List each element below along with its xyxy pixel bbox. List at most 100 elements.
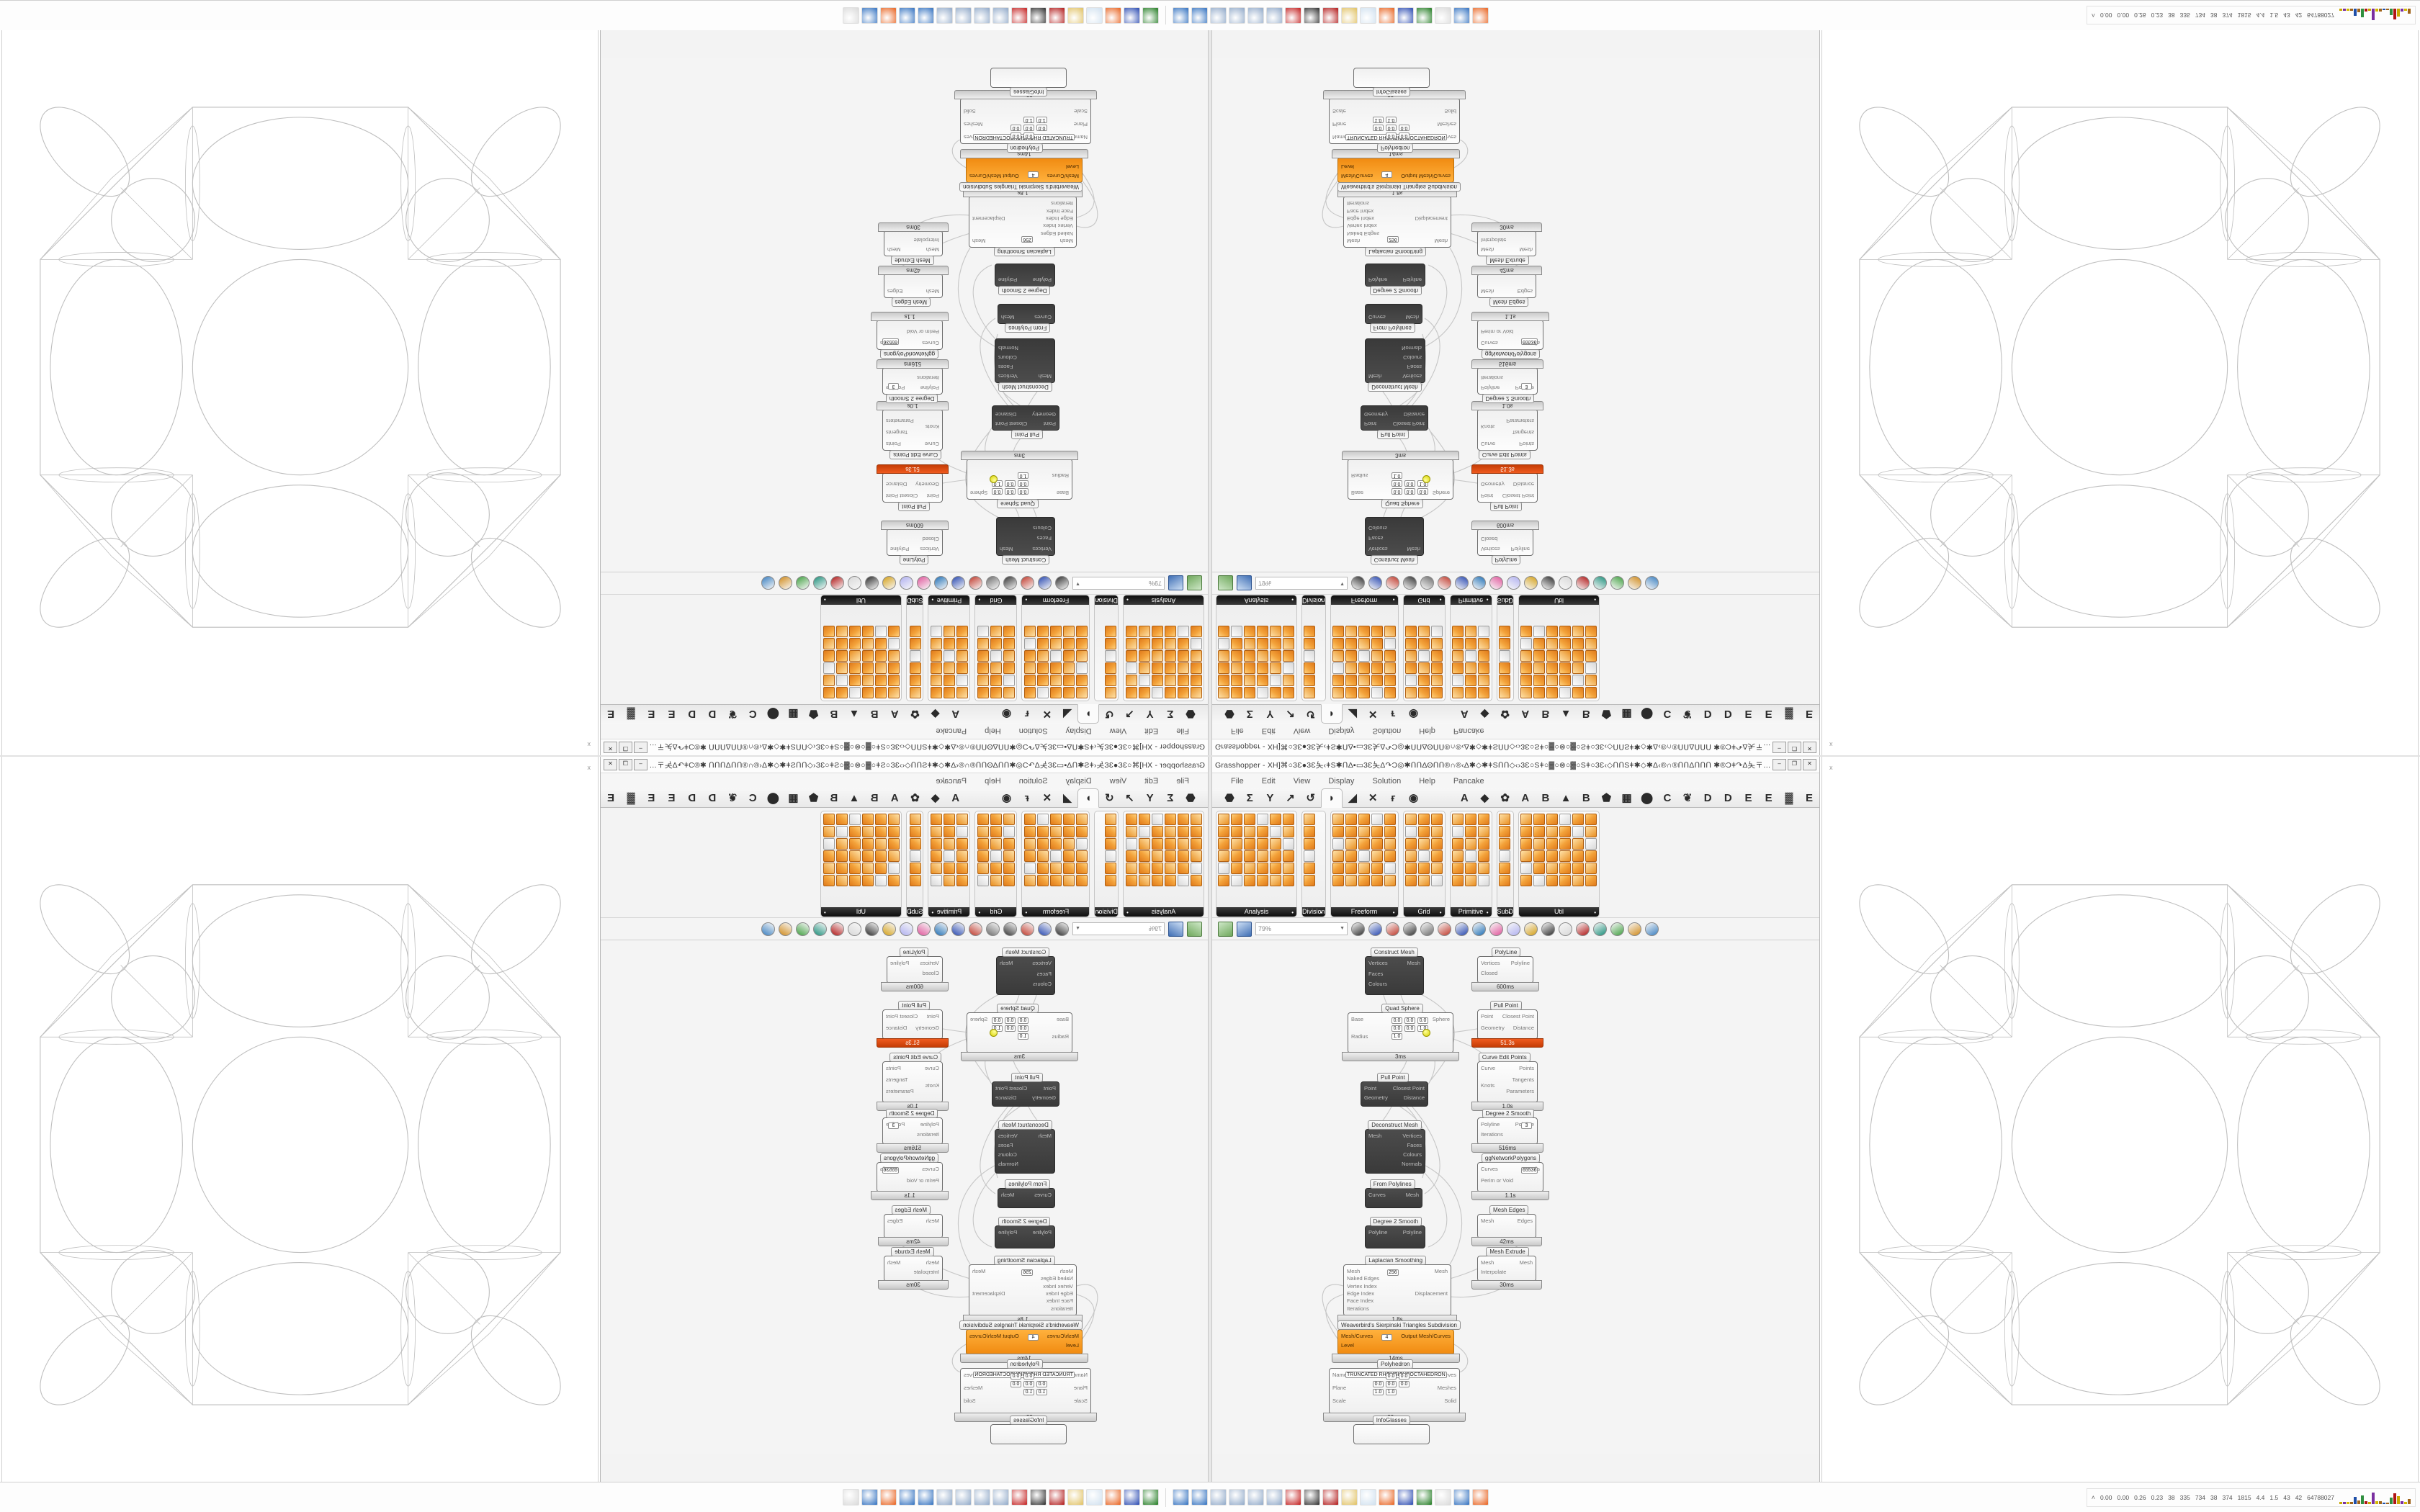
close-button[interactable]: ✕ <box>1803 759 1816 770</box>
ribbon-addon-b1-tab[interactable]: B <box>1541 791 1550 804</box>
ribbon-addon-c-tab[interactable]: C <box>748 708 757 721</box>
input-port-vertices[interactable]: Vertices <box>920 960 939 966</box>
output-port-closest-point[interactable]: Closest Point <box>995 420 1028 427</box>
node-caption[interactable]: Weaverbird's Sierpinski Triangles Subdiv… <box>1337 182 1461 192</box>
output-port-solid[interactable]: Solid <box>964 1398 976 1404</box>
node-caption[interactable]: Polyhedron <box>1377 1359 1414 1369</box>
definition-canvas[interactable]: Construct Mesh Vertices Faces Colours Mesh Po… <box>601 940 1208 1454</box>
palette-expand-icon[interactable]: • <box>1392 596 1395 603</box>
ribbon-display-tab[interactable]: ◉ <box>1408 708 1419 720</box>
component-icon[interactable] <box>1050 826 1062 837</box>
component-icon[interactable] <box>1451 687 1464 698</box>
input-port-point[interactable]: Point <box>1364 420 1377 427</box>
component-icon[interactable] <box>1178 863 1189 874</box>
component-icon[interactable] <box>1152 838 1163 850</box>
close-button[interactable]: ✕ <box>1803 742 1816 753</box>
component-icon[interactable] <box>944 662 956 674</box>
gh-component[interactable]: Vertices Faces Colours Mesh <box>1365 517 1424 556</box>
taskbar-inkscape-icon[interactable] <box>1322 1489 1339 1506</box>
ribbon-addon-hatch-tab[interactable]: ▓ <box>627 791 635 804</box>
palette-expand-icon[interactable]: • <box>1508 909 1511 916</box>
component-icon[interactable] <box>931 826 943 837</box>
component-icon[interactable] <box>977 687 990 698</box>
output-port-edges[interactable]: Edges <box>1517 288 1533 294</box>
component-icon[interactable] <box>1231 650 1242 662</box>
component-icon[interactable] <box>910 638 922 649</box>
palette-expand-icon[interactable]: • <box>823 596 826 603</box>
input-port-level[interactable]: Level <box>1341 1342 1354 1349</box>
toolbar-prev-teal-icon[interactable] <box>1593 922 1607 936</box>
output-port-parameters[interactable]: Parameters <box>886 418 914 424</box>
toolbar-balloon-icon[interactable] <box>900 576 913 590</box>
input-port-vertex-index[interactable]: Vertex Index <box>1347 1282 1377 1290</box>
component-icon[interactable] <box>990 863 1003 874</box>
component-icon[interactable] <box>1430 814 1443 825</box>
component-icon[interactable] <box>874 662 887 674</box>
component-icon[interactable] <box>1063 626 1075 637</box>
taskbar-vlc-icon[interactable] <box>1049 7 1065 24</box>
component-icon[interactable] <box>1533 863 1546 874</box>
component-icon[interactable] <box>956 875 969 886</box>
palette-expand-icon[interactable]: • <box>1098 909 1101 916</box>
node-caption[interactable]: Curve Edit Points <box>889 1053 942 1062</box>
ribbon-addon-c-tab[interactable]: C <box>1663 791 1672 804</box>
node-caption[interactable]: Laplacian Smoothing <box>993 1256 1055 1265</box>
maximize-button[interactable]: ❐ <box>1788 759 1801 770</box>
component-icon[interactable] <box>1371 626 1383 637</box>
component-icon[interactable] <box>1126 838 1137 850</box>
input-port-faces[interactable]: Faces <box>1368 535 1384 542</box>
input-port-face-index[interactable]: Face Index <box>1347 207 1374 215</box>
output-port-vertices[interactable]: Vertices <box>1402 373 1422 379</box>
gh-component[interactable]: Mesh Naked Edges Vertex Index Edge Index Fac… <box>1343 196 1451 248</box>
toolbar-prev-green-icon[interactable] <box>1610 922 1624 936</box>
component-icon[interactable] <box>1191 650 1202 662</box>
input-port-name[interactable]: Name <box>1332 1372 1348 1378</box>
component-icon[interactable] <box>1076 875 1088 886</box>
gh-component[interactable]: Point Geometry Closest Point Distance <box>1477 1009 1538 1040</box>
toolbar-fit-icon[interactable] <box>1055 922 1069 936</box>
close-button[interactable]: ✕ <box>604 759 617 770</box>
component-icon[interactable] <box>1152 814 1163 825</box>
output-port-vertices[interactable]: Vertices <box>998 373 1018 379</box>
taskbar-inkscape-icon[interactable] <box>1030 7 1047 24</box>
input-port-curve[interactable]: Curve <box>924 441 939 447</box>
component-icon[interactable] <box>1345 638 1357 649</box>
node-caption[interactable]: Pull Point <box>1490 1001 1522 1010</box>
ribbon-addon-a2-tab[interactable]: A <box>890 708 899 721</box>
taskbar-blender-icon[interactable] <box>918 7 934 24</box>
input-port-faces[interactable]: Faces <box>1368 970 1384 977</box>
input-port-face-index[interactable]: Face Index <box>1046 207 1073 215</box>
ribbon-params-tab[interactable]: ⬣ <box>1224 708 1234 720</box>
node-value-field[interactable]: 0.0 <box>1404 480 1415 487</box>
component-icon[interactable] <box>990 687 1003 698</box>
ribbon-curve-tab[interactable]: ↺ <box>1306 708 1315 720</box>
toolbar-shade-red-icon[interactable] <box>1576 576 1590 590</box>
component-icon[interactable] <box>1270 675 1281 686</box>
component-icon[interactable] <box>910 662 922 674</box>
taskbar-save-icon[interactable] <box>1416 7 1433 24</box>
ribbon-addon-mountain-tab[interactable]: ▲ <box>1560 791 1572 804</box>
taskbar-calculator-icon[interactable] <box>1379 1489 1395 1506</box>
input-port-colours[interactable]: Colours <box>1368 524 1387 531</box>
component-icon[interactable] <box>1533 626 1546 637</box>
component-icon[interactable] <box>1126 650 1137 662</box>
component-icon[interactable] <box>1152 650 1163 662</box>
node-caption[interactable]: Construct Mesh <box>1002 948 1050 957</box>
palette-expand-icon[interactable]: • <box>1486 596 1489 603</box>
gh-component[interactable] <box>1353 1424 1430 1444</box>
component-icon[interactable] <box>1244 850 1255 862</box>
component-icon[interactable] <box>1477 650 1489 662</box>
node-caption[interactable]: Curve Edit Points <box>1478 450 1531 459</box>
input-port-radius[interactable]: Radius <box>1052 472 1069 480</box>
component-icon[interactable] <box>1332 650 1344 662</box>
node-value-field[interactable]: 0.0 <box>1404 1025 1415 1032</box>
ribbon-intersect-tab[interactable]: ✕ <box>1042 708 1052 720</box>
component-icon[interactable] <box>1430 838 1443 850</box>
component-icon[interactable] <box>910 875 922 886</box>
component-icon[interactable] <box>1498 687 1510 698</box>
node-value-field[interactable]: 1.0 <box>1018 472 1028 479</box>
toolbar-record-icon[interactable] <box>986 922 1000 936</box>
input-port-vertex-index[interactable]: Vertex Index <box>1043 222 1073 230</box>
output-port-points[interactable]: Points <box>886 441 901 447</box>
ribbon-addon-b2-tab[interactable]: B <box>830 708 838 721</box>
